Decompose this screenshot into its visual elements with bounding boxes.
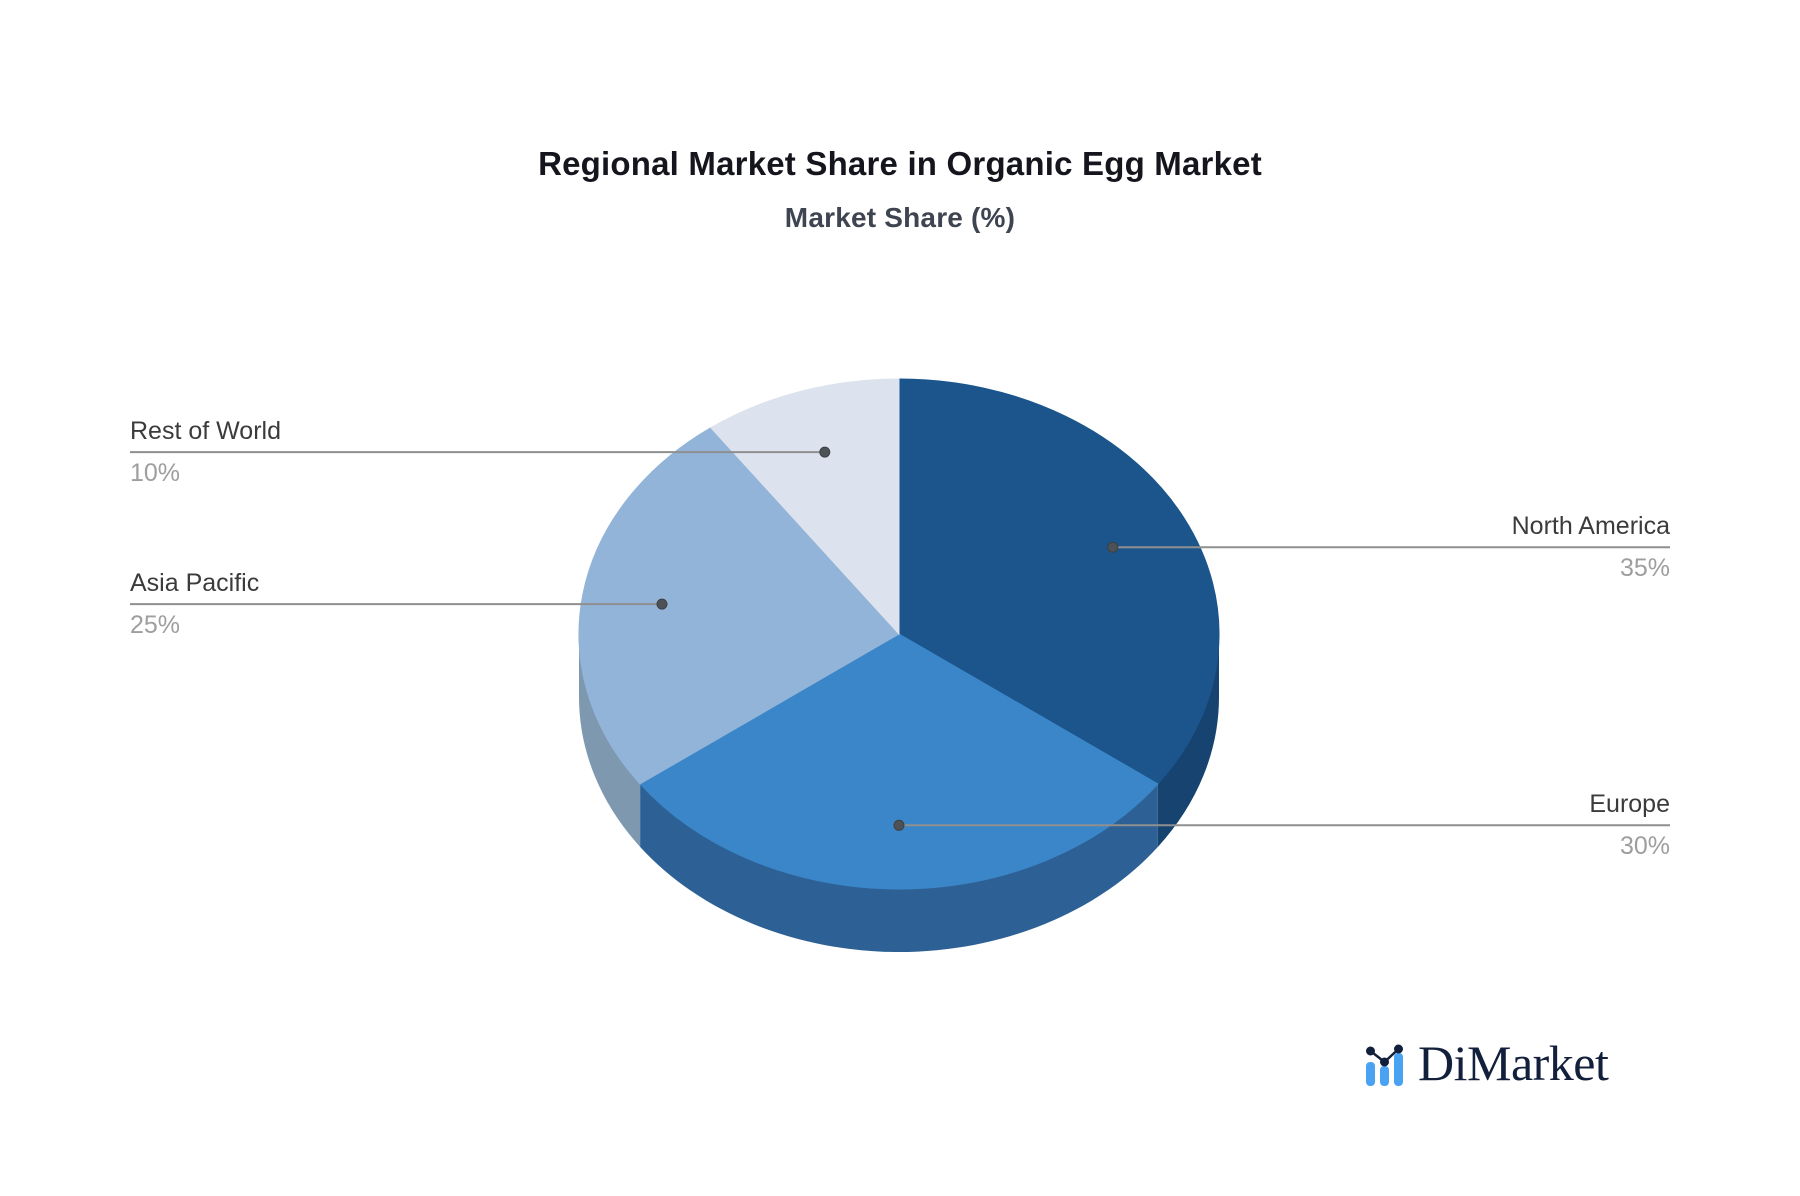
chart-title: Regional Market Share in Organic Egg Mar…: [538, 145, 1262, 182]
pie-slice-side-north-america: [1157, 634, 1219, 847]
pie-label-asia-pacific: Asia Pacific: [130, 569, 260, 598]
leader-dot-europe: [893, 819, 905, 831]
pie-slice-rest-of-world[interactable]: [710, 378, 900, 636]
pie-slice-side-asia-pacific: [579, 634, 641, 847]
logo-wordmark: DiMarket: [1418, 1035, 1609, 1091]
pie-slice-asia-pacific[interactable]: [578, 427, 900, 785]
leader-dot-asia-pacific: [656, 598, 668, 610]
pie-label-europe: Europe: [1589, 790, 1670, 819]
logo-bar-line-chart-icon: [1366, 1044, 1403, 1086]
leader-dot-rest-of-world: [819, 446, 831, 458]
pie-label-north-america: North America: [1511, 512, 1670, 541]
pie-value-rest-of-world: 10%: [130, 459, 181, 488]
pie-value-north-america: 35%: [1619, 554, 1670, 583]
pie-value-europe: 30%: [1619, 832, 1670, 861]
chart-subtitle: Market Share (%): [784, 202, 1016, 233]
pie-label-rest-of-world: Rest of World: [130, 417, 281, 446]
pie-value-asia-pacific: 25%: [130, 611, 181, 640]
pie-slice-north-america[interactable]: [898, 378, 1220, 785]
leader-dot-north-america: [1107, 541, 1119, 553]
pie-slice-side-europe: [640, 783, 1158, 953]
